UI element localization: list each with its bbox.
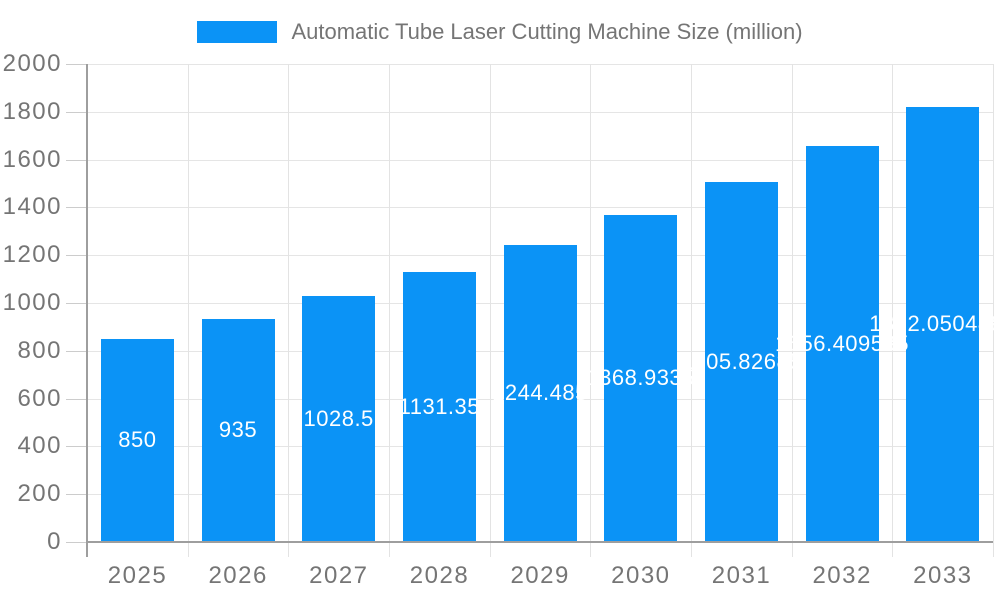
- y-axis-label: 600: [17, 384, 62, 412]
- x-gridline: [389, 64, 390, 557]
- y-tick-mark: [66, 542, 86, 543]
- x-axis-label: 2025: [107, 562, 168, 589]
- y-tick-mark: [66, 64, 86, 65]
- bar-2028[interactable]: [402, 271, 476, 542]
- x-axis-label: 2028: [409, 562, 470, 589]
- chart-legend[interactable]: Automatic Tube Laser Cutting Machine Siz…: [0, 19, 1000, 45]
- y-tick-mark: [66, 494, 86, 496]
- bar-value-label: 1244.485: [492, 380, 588, 406]
- y-axis-label: 2000: [2, 50, 62, 77]
- x-gridline: [691, 64, 692, 557]
- bar-value-label: 1656.409535: [775, 331, 909, 357]
- y-gridline: [87, 207, 993, 209]
- x-axis-label: 2033: [913, 562, 973, 589]
- x-gridline: [288, 64, 290, 557]
- x-axis-label: 2026: [208, 562, 268, 589]
- bar-2025[interactable]: [100, 338, 174, 542]
- bar-value-label: 1131.35: [398, 393, 481, 419]
- x-axis-line: [87, 541, 993, 543]
- x-gridline: [892, 64, 894, 557]
- legend-label: Automatic Tube Laser Cutting Machine Siz…: [291, 19, 803, 44]
- bar-2032[interactable]: [805, 146, 879, 542]
- y-tick-mark: [66, 398, 86, 400]
- legend-swatch: [197, 21, 278, 43]
- x-axis-label: 2027: [309, 562, 369, 589]
- y-tick-mark: [66, 159, 86, 161]
- y-axis-label: 1600: [2, 145, 62, 173]
- x-gridline: [791, 64, 793, 557]
- y-axis-label: 0: [47, 528, 62, 555]
- y-tick-mark: [66, 255, 86, 257]
- y-axis-label: 1200: [2, 241, 62, 269]
- y-gridline: [87, 159, 993, 161]
- bar-value-label: 1822.0504885: [869, 311, 1000, 337]
- bar-value-label: 1368.9335: [586, 365, 695, 391]
- x-gridline: [993, 64, 994, 557]
- y-tick-mark: [66, 303, 86, 304]
- y-tick-mark: [66, 446, 86, 448]
- y-gridline: [87, 111, 993, 113]
- x-gridline: [590, 64, 592, 557]
- y-axis-label: 1800: [2, 97, 62, 125]
- bar-value-label: 935: [218, 417, 258, 443]
- x-gridline: [187, 64, 189, 557]
- y-axis-label: 1400: [2, 193, 62, 221]
- bar-value-label: 850: [118, 427, 157, 453]
- bar-2029[interactable]: [503, 244, 577, 542]
- bar-2026[interactable]: [201, 318, 275, 542]
- y-axis-label: 800: [17, 336, 62, 364]
- x-axis-label: 2030: [611, 562, 671, 589]
- x-gridline: [489, 64, 491, 557]
- bar-2033[interactable]: [906, 106, 980, 542]
- y-tick-mark: [66, 350, 86, 352]
- x-axis-label: 2029: [510, 562, 570, 589]
- y-tick-mark: [66, 207, 86, 209]
- bar-value-label: 1505.82685: [680, 349, 802, 375]
- y-axis-label: 1000: [2, 289, 62, 316]
- x-axis-label: 2031: [711, 562, 772, 589]
- y-axis-label: 200: [17, 480, 62, 508]
- bar-2031[interactable]: [704, 182, 778, 542]
- y-tick-mark: [66, 111, 86, 113]
- y-axis-line: [86, 64, 88, 557]
- bar-2027[interactable]: [302, 296, 376, 542]
- y-axis-label: 400: [17, 432, 62, 460]
- y-gridline: [87, 64, 993, 65]
- bar-value-label: 1028.5: [303, 406, 374, 432]
- bar-2030[interactable]: [604, 214, 678, 542]
- x-axis-label: 2032: [812, 562, 872, 589]
